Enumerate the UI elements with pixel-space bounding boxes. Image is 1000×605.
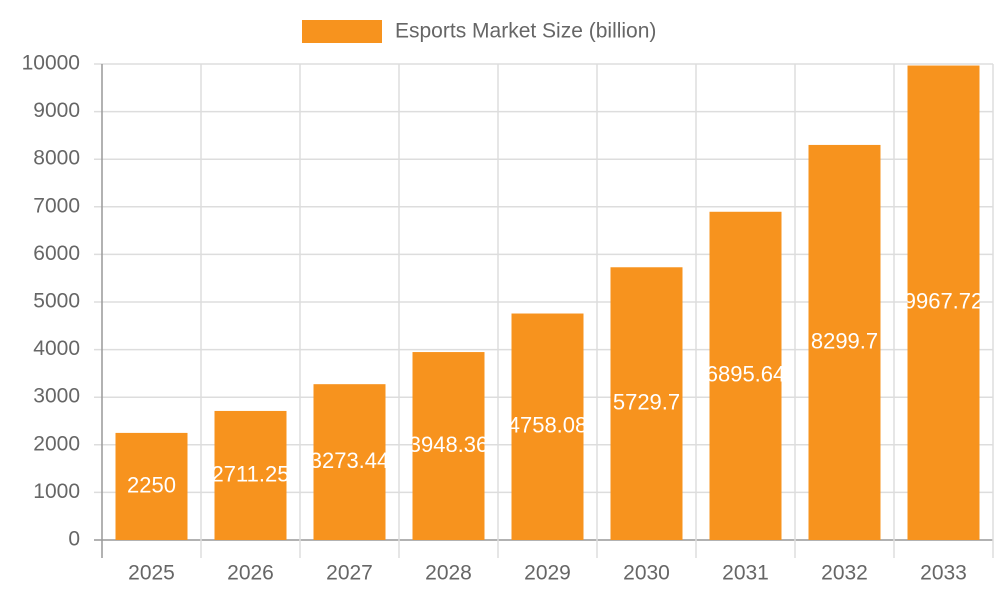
bar bbox=[313, 384, 386, 540]
value-label: 2711.25 bbox=[212, 461, 290, 486]
x-tick-label: 2030 bbox=[623, 562, 670, 585]
y-tick-label: 9000 bbox=[33, 99, 80, 122]
y-tick-label: 0 bbox=[68, 528, 80, 551]
x-tick-label: 2028 bbox=[425, 562, 472, 585]
y-tick-label: 2000 bbox=[33, 432, 80, 455]
legend: Esports Market Size (billion) bbox=[302, 20, 656, 43]
bar bbox=[709, 211, 782, 541]
bar bbox=[115, 432, 188, 540]
bar bbox=[412, 352, 485, 540]
legend-swatch bbox=[302, 20, 382, 43]
y-tick-label: 5000 bbox=[33, 290, 80, 313]
x-tick-label: 2029 bbox=[524, 562, 571, 585]
x-tick-label: 2032 bbox=[821, 562, 868, 585]
x-tick-label: 2027 bbox=[326, 562, 373, 585]
y-tick-label: 10000 bbox=[22, 52, 80, 75]
y-tick-label: 1000 bbox=[33, 480, 80, 503]
value-label: 8299.7 bbox=[811, 328, 878, 353]
bar bbox=[511, 313, 584, 540]
x-tick-label: 2025 bbox=[128, 562, 175, 585]
y-tick-label: 8000 bbox=[33, 147, 80, 170]
y-tick-label: 3000 bbox=[33, 385, 80, 408]
y-tick-label: 7000 bbox=[33, 194, 80, 217]
value-label: 9967.72 bbox=[904, 289, 984, 314]
y-tick-label: 6000 bbox=[33, 242, 80, 265]
legend-label: Esports Market Size (billion) bbox=[395, 20, 656, 43]
value-label: 6895.64 bbox=[706, 362, 786, 387]
bar bbox=[907, 65, 980, 540]
y-tick-label: 4000 bbox=[33, 337, 80, 360]
bar bbox=[808, 144, 881, 541]
bar bbox=[610, 267, 683, 540]
value-label: 5729.7 bbox=[613, 389, 680, 414]
x-tick-label: 2026 bbox=[227, 562, 274, 585]
x-tick-label: 2031 bbox=[722, 562, 769, 585]
value-label: 3948.36 bbox=[409, 432, 489, 457]
bar bbox=[214, 410, 287, 540]
value-label: 3273.44 bbox=[310, 448, 390, 473]
value-label: 2250 bbox=[127, 472, 176, 497]
value-label: 4758.08 bbox=[508, 413, 588, 438]
x-tick-label: 2033 bbox=[920, 562, 967, 585]
